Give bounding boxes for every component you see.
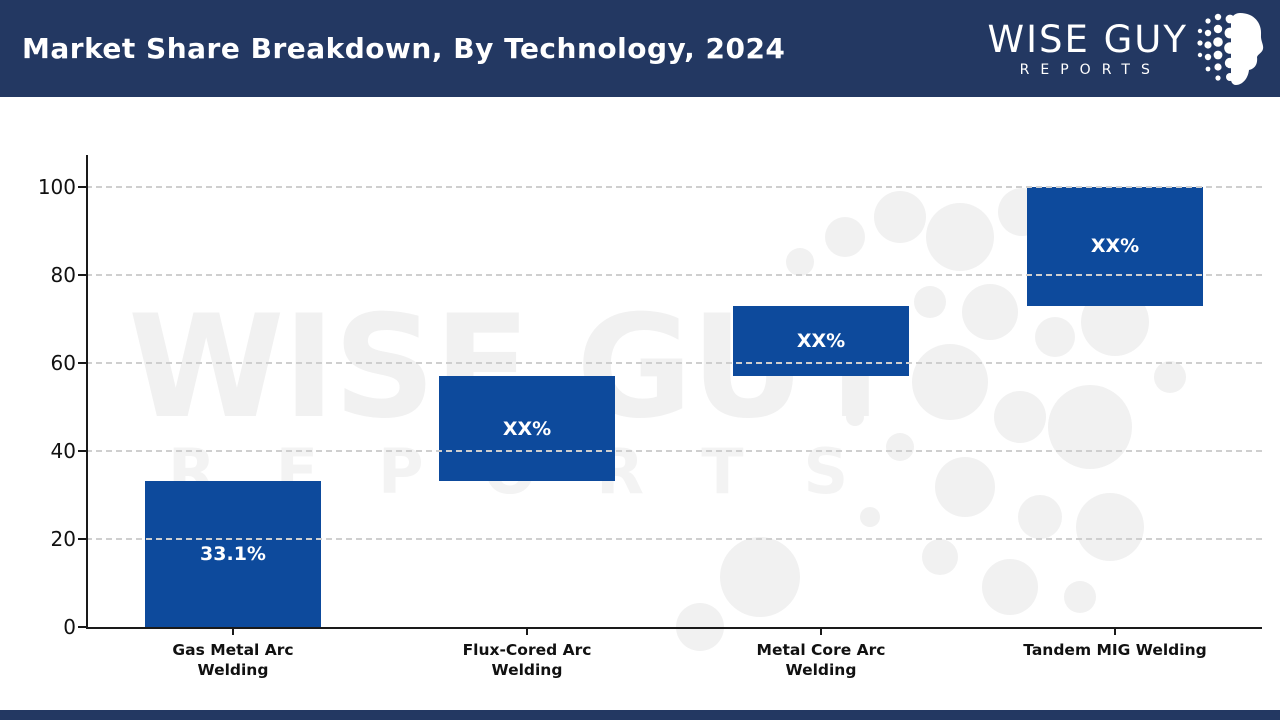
y-tick-label: 0 xyxy=(63,615,76,639)
x-tick xyxy=(526,627,528,635)
chart-bar: 33.1% xyxy=(145,481,321,627)
x-tick xyxy=(1114,627,1116,635)
logo-subtitle: REPORTS xyxy=(1019,61,1161,78)
y-tick-label: 100 xyxy=(37,175,76,199)
gridline xyxy=(86,538,1262,540)
chart-bar: XX% xyxy=(439,376,615,482)
plot-area: 33.1% Gas Metal Arc Welding XX% Flux-Cored … xyxy=(0,97,1280,710)
logo-wordmark: WISE GUY REPORTS xyxy=(987,17,1188,78)
y-tick xyxy=(78,186,86,188)
chart: WISE GUY REPORTS 33.1%Gas Metal Arc Weld… xyxy=(0,97,1280,710)
bar-value-label: XX% xyxy=(796,329,846,352)
gridline xyxy=(86,362,1262,364)
header: Market Share Breakdown, By Technology, 2… xyxy=(0,0,1280,97)
bar-value-label: XX% xyxy=(1090,235,1140,258)
y-tick-label: 20 xyxy=(50,527,76,551)
y-tick xyxy=(78,626,86,628)
logo-name: WISE GUY xyxy=(987,17,1188,61)
y-tick xyxy=(78,538,86,540)
category-label: Gas Metal Arc Welding xyxy=(172,641,294,679)
category-label: Tandem MIG Welding xyxy=(1023,641,1207,659)
y-tick xyxy=(78,274,86,276)
y-axis-line xyxy=(86,155,88,629)
category-label: Metal Core Arc Welding xyxy=(756,641,886,679)
y-tick-label: 40 xyxy=(50,439,76,463)
category-label: Flux-Cored Arc Welding xyxy=(462,641,592,679)
page-title: Market Share Breakdown, By Technology, 2… xyxy=(22,32,786,65)
brand-logo: WISE GUY REPORTS xyxy=(988,9,1266,89)
y-tick-label: 80 xyxy=(50,263,76,287)
bar-value-label: XX% xyxy=(502,417,552,440)
logo-head-icon xyxy=(1197,12,1264,85)
chart-bar: XX% xyxy=(1027,187,1203,306)
gridline xyxy=(86,274,1262,276)
chart-bar: XX% xyxy=(733,305,909,377)
gridline xyxy=(86,186,1262,188)
x-axis-line xyxy=(86,627,1262,629)
y-tick xyxy=(78,450,86,452)
gridline xyxy=(86,450,1262,452)
bar-value-label: 33.1% xyxy=(200,543,266,566)
footer-bar xyxy=(0,710,1280,720)
y-tick-label: 60 xyxy=(50,351,76,375)
x-tick xyxy=(232,627,234,635)
x-tick xyxy=(820,627,822,635)
y-tick xyxy=(78,362,86,364)
